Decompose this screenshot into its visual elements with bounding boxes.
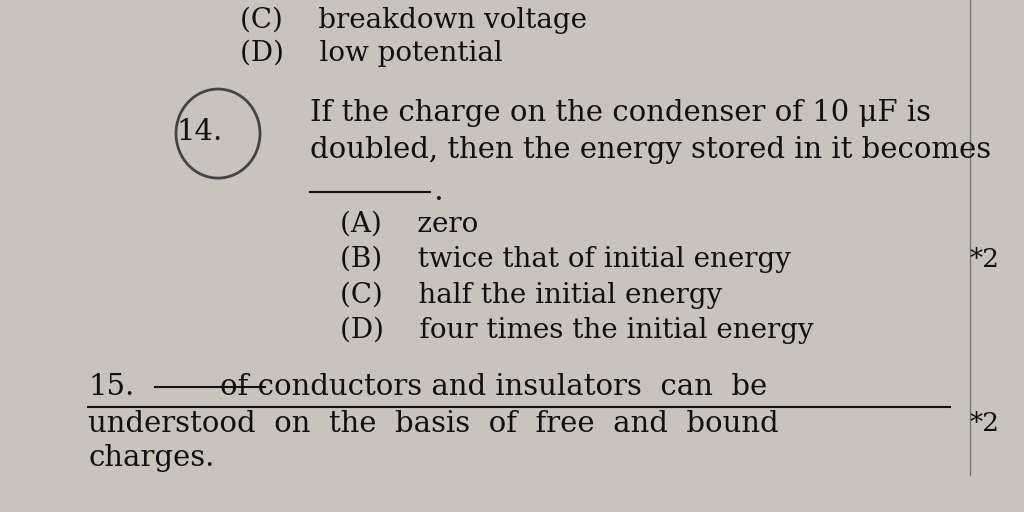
Text: (B)    twice that of initial energy: (B) twice that of initial energy	[340, 246, 791, 273]
Text: 14.: 14.	[177, 118, 223, 146]
Text: *2: *2	[970, 247, 1000, 272]
Text: (C)    breakdown voltage: (C) breakdown voltage	[240, 7, 587, 34]
Text: understood  on  the  basis  of  free  and  bound: understood on the basis of free and boun…	[88, 410, 778, 438]
Text: (C)    half the initial energy: (C) half the initial energy	[340, 281, 722, 309]
Text: (A)    zero: (A) zero	[340, 211, 478, 238]
Text: (D)    low potential: (D) low potential	[240, 39, 503, 67]
Text: .: .	[433, 177, 442, 207]
Text: charges.: charges.	[88, 444, 214, 472]
Text: If the charge on the condenser of 10 μF is: If the charge on the condenser of 10 μF …	[310, 99, 931, 127]
Text: of conductors and insulators  can  be: of conductors and insulators can be	[220, 373, 767, 401]
Text: 15.: 15.	[88, 373, 134, 401]
Text: (D)    four times the initial energy: (D) four times the initial energy	[340, 316, 814, 344]
Text: doubled, then the energy stored in it becomes: doubled, then the energy stored in it be…	[310, 136, 991, 164]
Text: *2: *2	[970, 411, 1000, 436]
